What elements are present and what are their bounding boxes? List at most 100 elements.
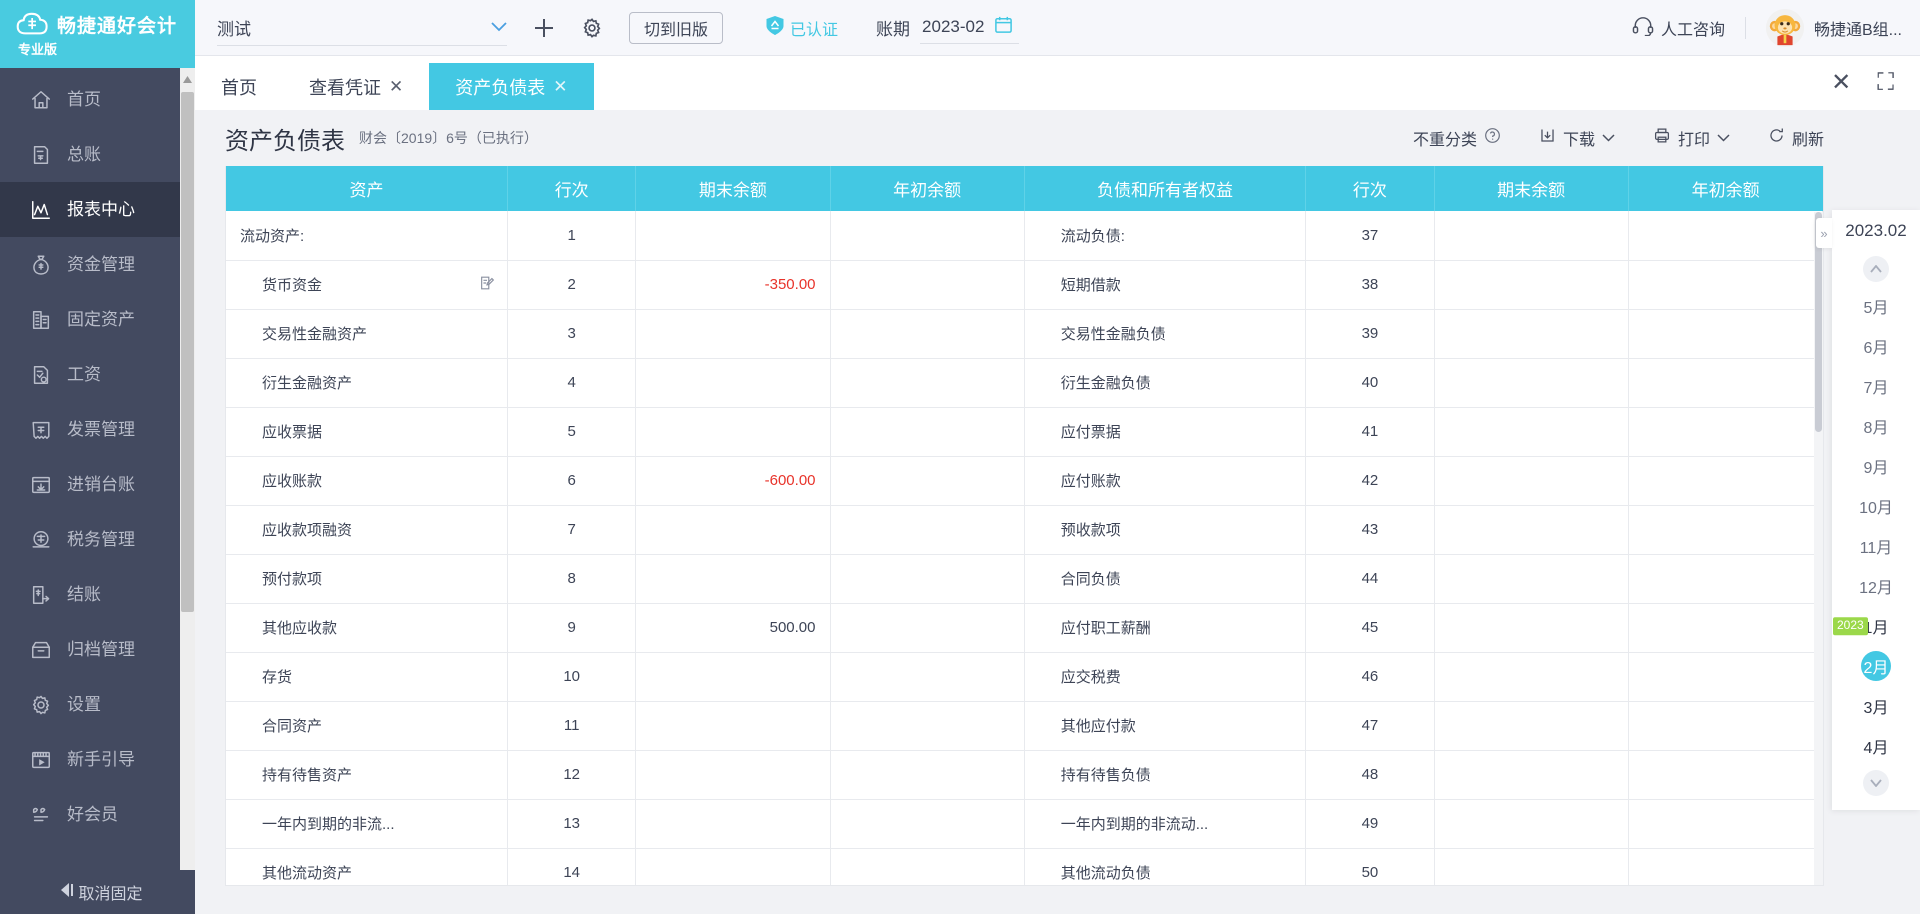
verified-status[interactable]: 已认证 — [765, 15, 838, 41]
chevron-right-icon[interactable]: » — [1816, 218, 1832, 248]
cell-asset-begin-balance[interactable] — [830, 309, 1025, 359]
sidebar-scroll-thumb[interactable] — [181, 92, 194, 612]
report-tool-3[interactable]: 打印 — [1653, 126, 1730, 150]
cell-liability-begin-balance[interactable] — [1628, 799, 1823, 849]
cell-liability-end-balance[interactable] — [1434, 652, 1629, 702]
table-row[interactable]: 一年内到期的非流... 13 一年内到期的非流动... 49 — [226, 799, 1823, 849]
cell-asset-end-balance[interactable]: 500.00 — [635, 603, 831, 653]
unpin-sidebar-button[interactable]: 取消固定 — [0, 870, 195, 914]
tab-2[interactable]: 查看凭证 ✕ — [283, 63, 429, 110]
table-row[interactable]: 存货 10 应交税费 46 — [226, 652, 1823, 702]
table-row[interactable]: 衍生金融资产 4 衍生金融负债 40 — [226, 358, 1823, 408]
month-item-8[interactable]: 12月 — [1832, 566, 1920, 606]
cell-asset-begin-balance[interactable] — [830, 750, 1025, 800]
cell-liability-end-balance[interactable] — [1434, 260, 1629, 310]
human-consult-button[interactable]: 人工咨询 — [1632, 16, 1745, 41]
cell-liability-begin-balance[interactable] — [1628, 358, 1823, 408]
month-item-5[interactable]: 9月 — [1832, 446, 1920, 486]
cell-asset-end-balance[interactable] — [635, 309, 831, 359]
cell-asset-end-balance[interactable]: -350.00 — [635, 260, 831, 310]
month-item-2[interactable]: 6月 — [1832, 326, 1920, 366]
cell-liability-end-balance[interactable] — [1434, 701, 1629, 751]
cell-asset-begin-balance[interactable] — [830, 211, 1025, 261]
cell-asset-end-balance[interactable] — [635, 211, 831, 261]
sidebar-item-14[interactable]: 好会员 — [0, 787, 195, 842]
cell-asset-end-balance[interactable] — [635, 652, 831, 702]
cell-liability-begin-balance[interactable] — [1628, 652, 1823, 702]
table-row[interactable]: 持有待售资产 12 持有待售负债 48 — [226, 750, 1823, 800]
sidebar-item-6[interactable]: 工资 — [0, 347, 195, 402]
sidebar-item-1[interactable]: 首页 — [0, 72, 195, 127]
cell-asset-end-balance[interactable] — [635, 750, 831, 800]
cell-asset-end-balance[interactable] — [635, 505, 831, 555]
cell-asset-end-balance[interactable]: -600.00 — [635, 456, 831, 506]
cell-liability-begin-balance[interactable] — [1628, 701, 1823, 751]
fullscreen-icon[interactable]: ⛶ — [1877, 69, 1894, 96]
cell-asset-end-balance[interactable] — [635, 407, 831, 457]
month-item-3[interactable]: 7月 — [1832, 366, 1920, 406]
month-scroll-up-button[interactable] — [1832, 252, 1920, 286]
settings-button[interactable] — [581, 17, 603, 39]
month-item-6[interactable]: 10月 — [1832, 486, 1920, 526]
table-row[interactable]: 其他应收款 9 500.00 应付职工薪酬 45 — [226, 603, 1823, 653]
month-scroll-down-button[interactable] — [1832, 766, 1920, 800]
period-value-picker[interactable]: 2023-02 — [920, 11, 1020, 44]
tab-close-icon[interactable]: ✕ — [389, 76, 404, 96]
cell-asset-end-balance[interactable] — [635, 701, 831, 751]
cell-asset-begin-balance[interactable] — [830, 358, 1025, 408]
cell-asset-begin-balance[interactable] — [830, 701, 1025, 751]
cell-asset-end-balance[interactable] — [635, 554, 831, 604]
cell-asset-begin-balance[interactable] — [830, 799, 1025, 849]
cell-liability-end-balance[interactable] — [1434, 358, 1629, 408]
cell-liability-end-balance[interactable] — [1434, 554, 1629, 604]
sidebar-item-2[interactable]: 总账 — [0, 127, 195, 182]
cell-liability-begin-balance[interactable] — [1628, 750, 1823, 800]
cell-liability-begin-balance[interactable] — [1628, 848, 1823, 885]
brand-logo[interactable]: 畅捷通好会计 专业版 — [0, 0, 195, 68]
table-row[interactable]: 应收款项融资 7 预收款项 43 — [226, 505, 1823, 555]
month-item-10[interactable]: 2月 — [1832, 646, 1920, 686]
close-icon[interactable]: ✕ — [1831, 69, 1852, 96]
sidebar-item-8[interactable]: 进销台账 — [0, 457, 195, 512]
cell-asset-begin-balance[interactable] — [830, 407, 1025, 457]
cell-asset-begin-balance[interactable] — [830, 652, 1025, 702]
sidebar-item-9[interactable]: 税务管理 — [0, 512, 195, 567]
report-tool-4[interactable]: 刷新 — [1768, 126, 1824, 150]
add-button[interactable] — [533, 17, 555, 39]
cell-asset-begin-balance[interactable] — [830, 505, 1025, 555]
sidebar-scrollbar[interactable] — [180, 68, 195, 914]
cell-asset-begin-balance[interactable] — [830, 554, 1025, 604]
report-tool-2[interactable]: 下载 — [1539, 126, 1615, 150]
cell-liability-end-balance[interactable] — [1434, 750, 1629, 800]
cell-liability-begin-balance[interactable] — [1628, 260, 1823, 310]
table-row[interactable]: 预付款项 8 合同负债 44 — [226, 554, 1823, 604]
cell-liability-end-balance[interactable] — [1434, 407, 1629, 457]
cell-liability-end-balance[interactable] — [1434, 505, 1629, 555]
month-item-9[interactable]: 2023 1月 — [1832, 606, 1920, 646]
cell-liability-begin-balance[interactable] — [1628, 456, 1823, 506]
sidebar-item-3[interactable]: 报表中心 — [0, 182, 195, 237]
cell-liability-end-balance[interactable] — [1434, 456, 1629, 506]
cell-liability-begin-balance[interactable] — [1628, 554, 1823, 604]
sidebar-item-10[interactable]: 结账 — [0, 567, 195, 622]
table-row[interactable]: 交易性金融资产 3 交易性金融负债 39 — [226, 309, 1823, 359]
table-row[interactable]: 货币资金 2 -350.00 短期借款 38 — [226, 260, 1823, 310]
table-row[interactable]: 合同资产 11 其他应付款 47 — [226, 701, 1823, 751]
tab-close-icon[interactable]: ✕ — [553, 76, 568, 96]
month-item-1[interactable]: 5月 — [1832, 286, 1920, 326]
table-row[interactable]: 流动资产: 1 流动负债: 37 — [226, 211, 1823, 261]
edit-icon[interactable] — [479, 274, 495, 295]
cell-liability-end-balance[interactable] — [1434, 211, 1629, 261]
tab-1[interactable]: 首页 — [195, 63, 283, 110]
cell-liability-end-balance[interactable] — [1434, 799, 1629, 849]
cell-asset-begin-balance[interactable] — [830, 603, 1025, 653]
cell-liability-begin-balance[interactable] — [1628, 309, 1823, 359]
sidebar-item-12[interactable]: 设置 — [0, 677, 195, 732]
cell-liability-begin-balance[interactable] — [1628, 211, 1823, 261]
table-row[interactable]: 应收票据 5 应付票据 41 — [226, 407, 1823, 457]
sidebar-scroll-up-icon[interactable] — [180, 68, 195, 90]
cell-asset-end-balance[interactable] — [635, 848, 831, 885]
cell-liability-begin-balance[interactable] — [1628, 603, 1823, 653]
cell-liability-end-balance[interactable] — [1434, 603, 1629, 653]
switch-old-version-button[interactable]: 切到旧版 — [629, 11, 724, 44]
